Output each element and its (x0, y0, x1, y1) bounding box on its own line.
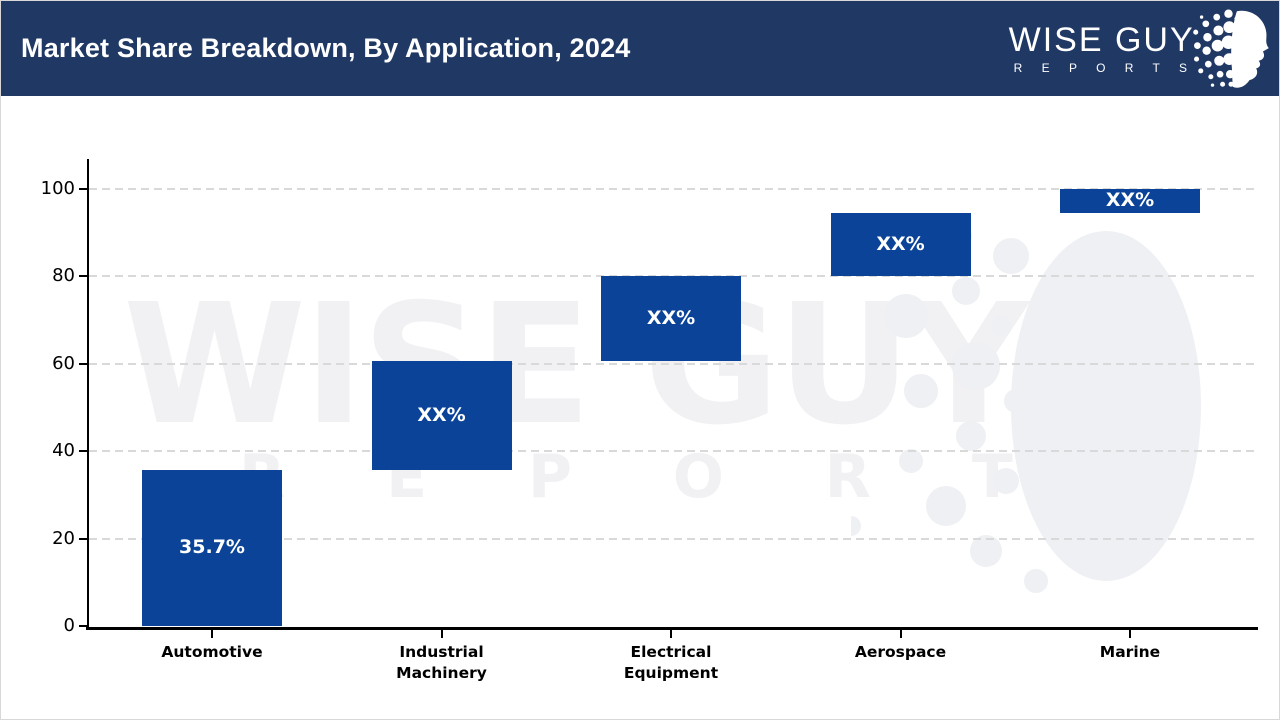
category-label: Marine (1035, 642, 1225, 663)
gridline (89, 187, 1257, 190)
category-label-line: Industrial (399, 643, 484, 661)
brand-name: WISE GUY (1008, 20, 1195, 59)
bar-marine: XX% (1060, 188, 1200, 213)
brand-subname: R E P O R T S (1013, 61, 1195, 76)
bar-value-label: XX% (417, 404, 466, 427)
y-tick-mark (79, 537, 87, 540)
category-label-line: Automotive (161, 643, 263, 661)
bar-value-label: XX% (1105, 189, 1155, 212)
x-tick-mark (670, 630, 672, 638)
brand-head-icon (1193, 9, 1269, 88)
brand-logo-text: WISE GUY R E P O R T S (1008, 20, 1195, 76)
y-tick-label: 80 (52, 265, 75, 286)
bar-industrial-machinery: XX% (371, 361, 512, 470)
category-label: Automotive (117, 642, 307, 663)
y-tick-mark (79, 187, 87, 190)
bar-aerospace: XX% (830, 212, 971, 276)
chart-title: Market Share Breakdown, By Application, … (21, 33, 631, 63)
category-label: Electrical Equipment (576, 642, 766, 684)
bar-value-label: 35.7% (179, 536, 245, 559)
gridline (89, 537, 1257, 540)
bar-electrical-equipment: XX% (601, 276, 741, 362)
category-label: Aerospace (806, 642, 996, 663)
x-tick-mark (211, 630, 213, 638)
y-tick-label: 0 (63, 615, 75, 636)
y-tick-label: 60 (52, 352, 75, 374)
bar-value-label: XX% (876, 232, 925, 255)
y-tick-label: 100 (40, 177, 75, 199)
brand-logo: WISE GUY R E P O R T S (1009, 5, 1273, 93)
category-label-line: Marine (1099, 643, 1161, 661)
y-tick-mark (79, 275, 87, 277)
x-tick-mark (899, 630, 902, 638)
y-tick-label: 40 (52, 440, 75, 461)
y-tick-mark (79, 362, 87, 365)
category-label-line: Machinery (396, 664, 487, 682)
gridline (89, 450, 1257, 452)
bar-automotive: 35.7% (142, 469, 282, 626)
category-label-line: Electrical (630, 643, 712, 661)
category-label-line: Equipment (623, 664, 719, 682)
watermark-head-graphic (851, 225, 1201, 593)
gridline (89, 362, 1257, 365)
category-label-line: Aerospace (854, 643, 947, 661)
watermark-text: WISE GUY (123, 269, 1029, 462)
y-tick-mark (79, 450, 87, 452)
header-bar: Market Share Breakdown, By Application, … (1, 1, 1279, 96)
bar-value-label: XX% (646, 307, 696, 330)
y-axis-line (87, 159, 89, 629)
y-tick-label: 20 (52, 527, 75, 549)
x-tick-mark (1129, 630, 1131, 638)
category-label: Industrial Machinery (347, 642, 537, 684)
y-tick-mark (79, 625, 87, 627)
x-tick-mark (440, 630, 443, 638)
x-axis-line (86, 627, 1258, 630)
